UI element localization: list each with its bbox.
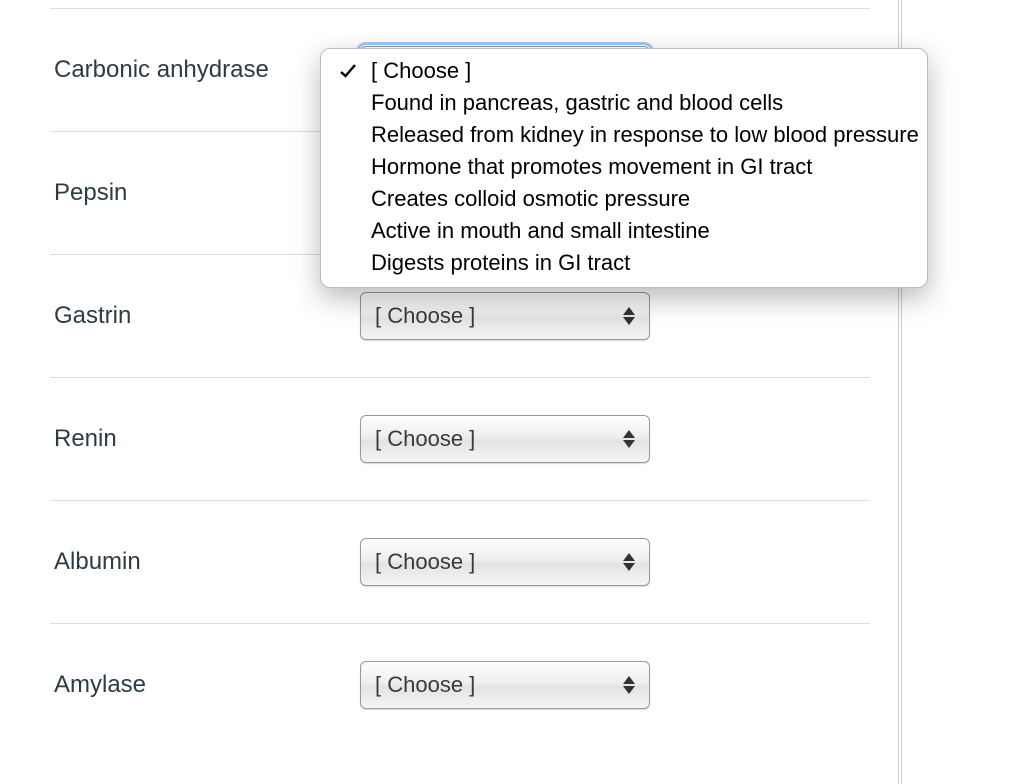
dropdown-option[interactable]: Released from kidney in response to low … xyxy=(321,119,927,151)
select-cell: [ Choose ] xyxy=(360,292,870,340)
check-icon xyxy=(339,62,371,80)
option-label: Creates colloid osmotic pressure xyxy=(371,186,927,212)
option-label: [ Choose ] xyxy=(371,58,927,84)
dropdown-menu: [ Choose ] Found in pancreas, gastric an… xyxy=(320,48,928,288)
term-label: Pepsin xyxy=(50,179,360,207)
matching-question: Carbonic anhydrase [ Choose ] Pepsin [ C… xyxy=(0,0,900,784)
select-value: [ Choose ] xyxy=(375,426,475,452)
match-row: Albumin [ Choose ] xyxy=(50,500,870,623)
term-label: Amylase xyxy=(50,671,360,699)
stepper-icon xyxy=(623,553,635,571)
select-value: [ Choose ] xyxy=(375,549,475,575)
select-value: [ Choose ] xyxy=(375,672,475,698)
option-label: Active in mouth and small intestine xyxy=(371,218,927,244)
option-label: Digests proteins in GI tract xyxy=(371,250,927,276)
select-value: [ Choose ] xyxy=(375,303,475,329)
term-label: Albumin xyxy=(50,548,360,576)
option-label: Hormone that promotes movement in GI tra… xyxy=(371,154,927,180)
dropdown-option[interactable]: Digests proteins in GI tract xyxy=(321,247,927,279)
dropdown-option[interactable]: [ Choose ] xyxy=(321,55,927,87)
dropdown-option[interactable]: Hormone that promotes movement in GI tra… xyxy=(321,151,927,183)
stepper-icon xyxy=(623,430,635,448)
page-root: Carbonic anhydrase [ Choose ] Pepsin [ C… xyxy=(0,0,1022,784)
dropdown-option[interactable]: Creates colloid osmotic pressure xyxy=(321,183,927,215)
select-cell: [ Choose ] xyxy=(360,415,870,463)
choose-select[interactable]: [ Choose ] xyxy=(360,661,650,709)
dropdown-option[interactable]: Active in mouth and small intestine xyxy=(321,215,927,247)
match-row: Amylase [ Choose ] xyxy=(50,623,870,746)
term-label: Carbonic anhydrase xyxy=(50,56,360,84)
choose-select[interactable]: [ Choose ] xyxy=(360,292,650,340)
match-row: Renin [ Choose ] xyxy=(50,377,870,500)
term-label: Renin xyxy=(50,425,360,453)
option-label: Found in pancreas, gastric and blood cel… xyxy=(371,90,927,116)
select-cell: [ Choose ] xyxy=(360,661,870,709)
dropdown-option[interactable]: Found in pancreas, gastric and blood cel… xyxy=(321,87,927,119)
select-cell: [ Choose ] xyxy=(360,538,870,586)
stepper-icon xyxy=(623,307,635,325)
choose-select[interactable]: [ Choose ] xyxy=(360,415,650,463)
choose-select[interactable]: [ Choose ] xyxy=(360,538,650,586)
option-label: Released from kidney in response to low … xyxy=(371,122,927,148)
stepper-icon xyxy=(623,676,635,694)
term-label: Gastrin xyxy=(50,302,360,330)
